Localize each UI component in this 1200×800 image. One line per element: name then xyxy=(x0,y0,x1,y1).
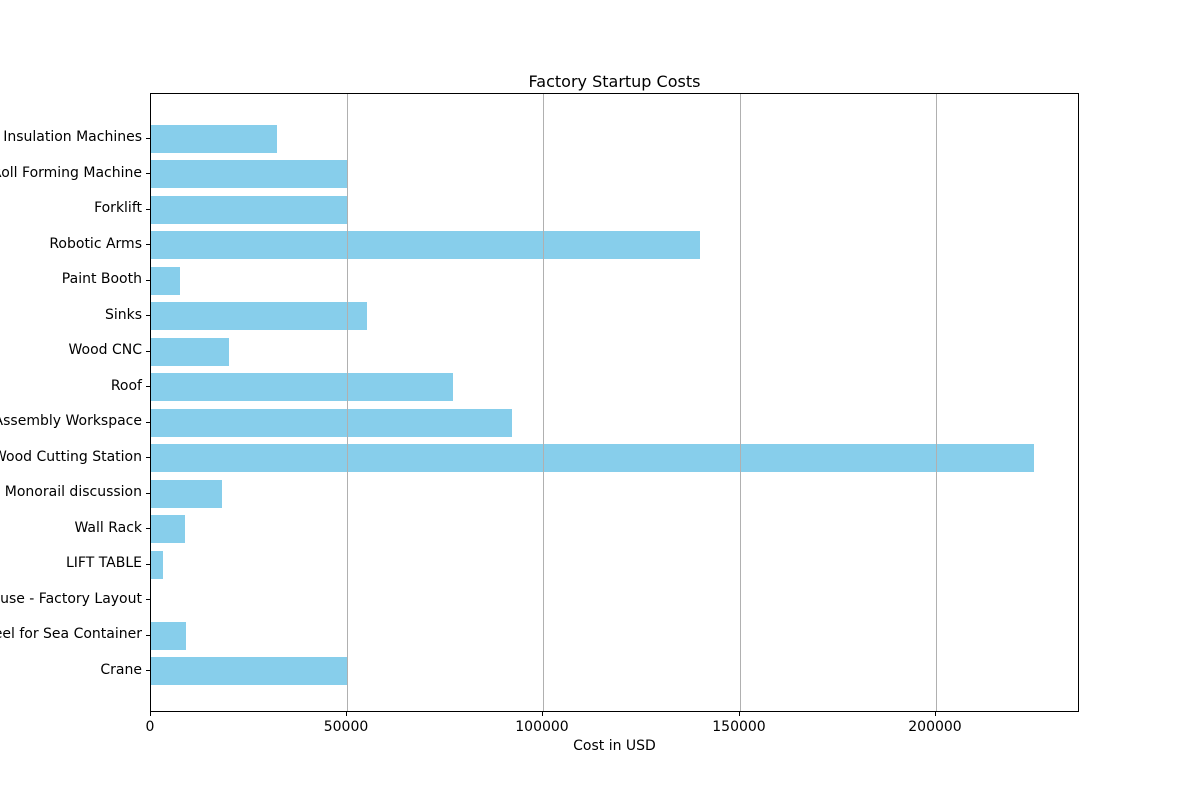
gridline-150000 xyxy=(740,94,741,711)
y-tick-label-assembly-workspace: Assembly Workspace xyxy=(0,413,142,429)
y-tick-sinks xyxy=(146,315,150,316)
y-tick-label-monorail-discussion: Monorail discussion xyxy=(4,484,142,500)
y-tick-lift-table xyxy=(146,564,150,565)
x-tick-0 xyxy=(150,712,151,716)
y-tick-label-roof: Roof xyxy=(110,378,142,394)
y-tick-roll-forming-machine xyxy=(146,173,150,174)
y-tick-label-forklift: Forklift xyxy=(94,200,142,216)
gridline-100000 xyxy=(543,94,544,711)
bar-roof xyxy=(151,373,453,401)
y-tick-label-roll-forming-machine: Roll Forming Machine xyxy=(0,165,142,181)
y-tick-wall-rack xyxy=(146,528,150,529)
x-tick-100000 xyxy=(542,712,543,716)
y-tick-wood-cutting-station xyxy=(146,457,150,458)
y-tick-label-insulation-machines: Insulation Machines xyxy=(3,129,142,145)
y-tick-assembly-workspace xyxy=(146,422,150,423)
y-tick-robotic-arms xyxy=(146,244,150,245)
x-tick-label-100000: 100000 xyxy=(515,719,569,735)
y-tick-label-wood-cutting-station: Wood Cutting Station xyxy=(0,449,142,465)
bar-roll-forming-machine xyxy=(151,160,347,188)
bar-paint-booth xyxy=(151,267,180,295)
bar-forklift xyxy=(151,196,347,224)
bar-lift-table xyxy=(151,551,163,579)
x-tick-label-200000: 200000 xyxy=(908,719,962,735)
chart-title: Factory Startup Costs xyxy=(528,72,701,91)
bar-wood-cutting-station xyxy=(151,444,1034,472)
y-tick-roof xyxy=(146,386,150,387)
plot-area xyxy=(150,93,1079,712)
y-tick-label-steel-for-sea-container: Steel for Sea Container xyxy=(0,626,142,642)
y-tick-label-paint-booth: Paint Booth xyxy=(61,271,142,287)
x-tick-200000 xyxy=(935,712,936,716)
x-tick-label-0: 0 xyxy=(145,719,155,735)
gridline-200000 xyxy=(936,94,937,711)
y-tick-label-wall-rack: Wall Rack xyxy=(74,520,142,536)
y-tick-label-robotic-arms: Robotic Arms xyxy=(49,236,142,252)
y-tick-forklift xyxy=(146,209,150,210)
y-tick-label-crane: Crane xyxy=(100,662,142,678)
bar-sinks xyxy=(151,302,367,330)
bar-wall-rack xyxy=(151,515,185,543)
y-tick-warehouse-factory-layout xyxy=(146,599,150,600)
y-tick-insulation-machines xyxy=(146,138,150,139)
x-axis-label: Cost in USD xyxy=(573,738,656,754)
bar-monorail-discussion xyxy=(151,480,222,508)
y-tick-monorail-discussion xyxy=(146,493,150,494)
bar-robotic-arms xyxy=(151,231,700,259)
y-tick-label-warehouse-factory-layout: Warehouse - Factory Layout xyxy=(0,591,142,607)
x-tick-label-150000: 150000 xyxy=(712,719,766,735)
bar-steel-for-sea-container xyxy=(151,622,186,650)
x-tick-150000 xyxy=(739,712,740,716)
y-tick-label-lift-table: LIFT TABLE xyxy=(65,555,142,571)
gridline-50000 xyxy=(347,94,348,711)
bar-assembly-workspace xyxy=(151,409,512,437)
bar-crane xyxy=(151,657,347,685)
y-tick-paint-booth xyxy=(146,280,150,281)
y-tick-crane xyxy=(146,670,150,671)
y-tick-wood-cnc xyxy=(146,351,150,352)
y-tick-steel-for-sea-container xyxy=(146,635,150,636)
x-tick-50000 xyxy=(346,712,347,716)
y-tick-label-wood-cnc: Wood CNC xyxy=(68,342,142,358)
bar-wood-cnc xyxy=(151,338,229,366)
y-tick-label-sinks: Sinks xyxy=(104,307,142,323)
x-tick-label-50000: 50000 xyxy=(323,719,369,735)
bar-insulation-machines xyxy=(151,125,277,153)
